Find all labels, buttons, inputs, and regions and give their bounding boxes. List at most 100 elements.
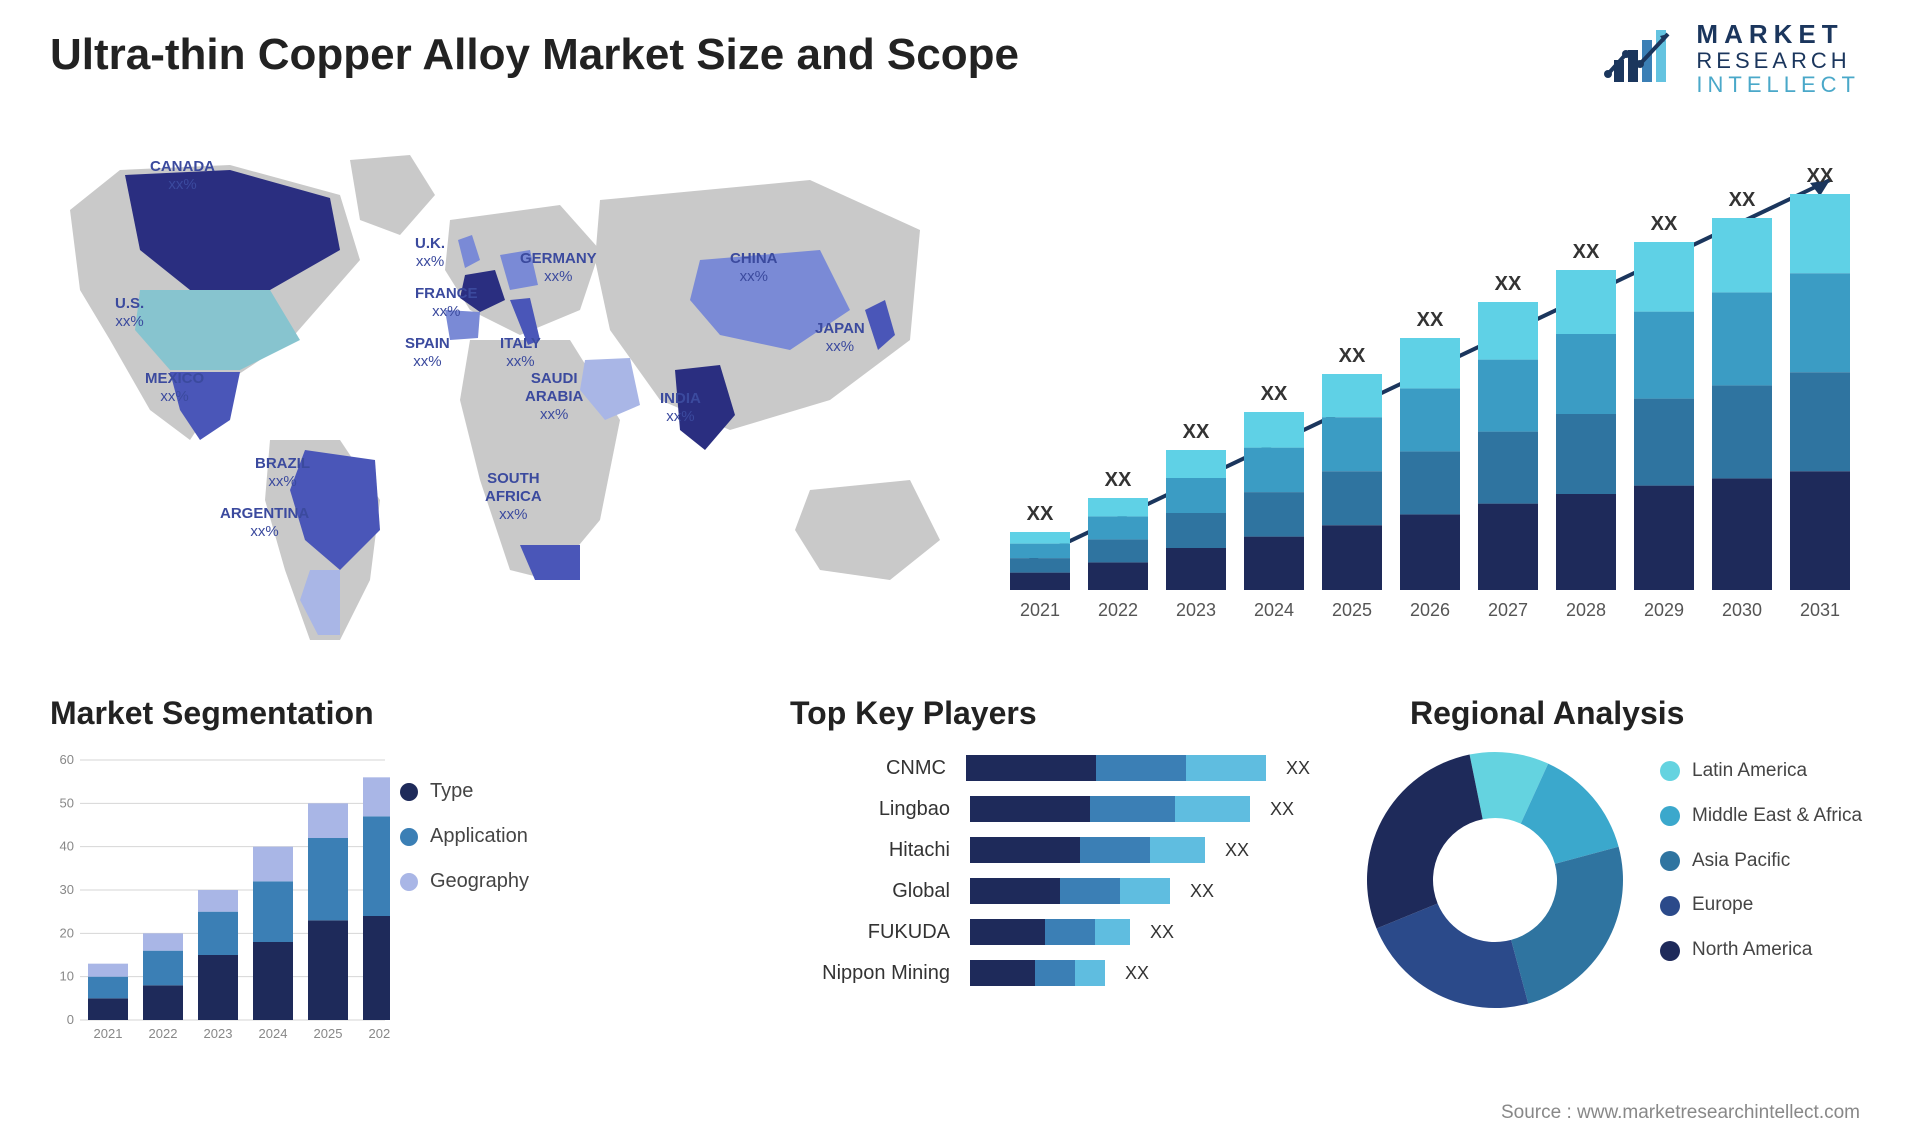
player-row-hitachi: HitachiXX bbox=[790, 837, 1310, 863]
player-name: Nippon Mining bbox=[790, 962, 960, 985]
svg-text:XX: XX bbox=[1417, 309, 1444, 331]
svg-text:60: 60 bbox=[60, 752, 74, 767]
map-label-southafrica: SOUTHAFRICAxx% bbox=[485, 470, 542, 524]
regional-heading: Regional Analysis bbox=[1410, 695, 1684, 732]
legend-label: Type bbox=[430, 780, 473, 803]
segmentation-heading: Market Segmentation bbox=[50, 695, 374, 732]
player-bar-segment bbox=[1035, 960, 1075, 986]
player-bar-segment bbox=[970, 837, 1080, 863]
svg-text:XX: XX bbox=[1027, 503, 1054, 525]
svg-text:XX: XX bbox=[1495, 273, 1522, 295]
key-players-heading: Top Key Players bbox=[790, 695, 1037, 732]
growth-chart: XX2021XX2022XX2023XX2024XX2025XX2026XX20… bbox=[1000, 150, 1860, 640]
svg-text:XX: XX bbox=[1261, 383, 1288, 405]
legend-label: Application bbox=[430, 825, 528, 848]
svg-text:40: 40 bbox=[60, 839, 74, 854]
svg-text:2023: 2023 bbox=[1176, 600, 1216, 620]
map-label-canada: CANADAxx% bbox=[150, 158, 215, 194]
map-label-mexico: MEXICOxx% bbox=[145, 370, 204, 406]
player-bar-segment bbox=[1075, 960, 1105, 986]
map-label-germany: GERMANYxx% bbox=[520, 250, 597, 286]
segmentation-chart-svg: 0102030405060202120222023202420252026 bbox=[50, 750, 390, 1050]
region-legend-europe: Europe bbox=[1660, 894, 1862, 917]
region-legend-middle-east-africa: Middle East & Africa bbox=[1660, 805, 1862, 828]
svg-text:XX: XX bbox=[1651, 213, 1678, 235]
legend-dot-icon bbox=[400, 828, 418, 846]
map-label-brazil: BRAZILxx% bbox=[255, 455, 310, 491]
svg-text:2021: 2021 bbox=[1020, 600, 1060, 620]
svg-text:2029: 2029 bbox=[1644, 600, 1684, 620]
region-legend-latin-america: Latin America bbox=[1660, 760, 1862, 783]
player-row-nippon-mining: Nippon Mining XX bbox=[790, 960, 1310, 986]
legend-dot-icon bbox=[1660, 896, 1680, 916]
region-legend-asia-pacific: Asia Pacific bbox=[1660, 850, 1862, 873]
logo-text-2: RESEARCH bbox=[1696, 49, 1860, 73]
svg-text:XX: XX bbox=[1573, 241, 1600, 263]
seg-legend-type: Type bbox=[400, 780, 529, 803]
player-bar bbox=[970, 919, 1130, 945]
player-value: XX bbox=[1150, 922, 1174, 943]
map-label-japan: JAPANxx% bbox=[815, 320, 865, 356]
player-value: XX bbox=[1190, 881, 1214, 902]
player-value: XX bbox=[1125, 963, 1149, 984]
svg-text:10: 10 bbox=[60, 969, 74, 984]
legend-dot-icon bbox=[1660, 941, 1680, 961]
player-bar-segment bbox=[1090, 796, 1175, 822]
svg-text:2024: 2024 bbox=[259, 1026, 288, 1041]
logo-icon bbox=[1602, 26, 1682, 90]
player-row-fukuda: FUKUDA XX bbox=[790, 919, 1310, 945]
player-bar-segment bbox=[1096, 755, 1186, 781]
player-name: CNMC bbox=[790, 757, 956, 780]
svg-text:0: 0 bbox=[67, 1012, 74, 1027]
svg-text:XX: XX bbox=[1105, 469, 1132, 491]
map-label-india: INDIAxx% bbox=[660, 390, 701, 426]
svg-text:2031: 2031 bbox=[1800, 600, 1840, 620]
player-row-global: Global XX bbox=[790, 878, 1310, 904]
segmentation-legend: Type Application Geography bbox=[400, 780, 529, 893]
source-attribution: Source : www.marketresearchintellect.com bbox=[1501, 1102, 1860, 1124]
map-label-spain: SPAINxx% bbox=[405, 335, 450, 371]
map-label-argentina: ARGENTINAxx% bbox=[220, 505, 309, 541]
regional-donut-svg bbox=[1360, 745, 1630, 1015]
seg-legend-application: Application bbox=[400, 825, 529, 848]
svg-text:30: 30 bbox=[60, 882, 74, 897]
svg-text:20: 20 bbox=[60, 925, 74, 940]
legend-label: Asia Pacific bbox=[1692, 850, 1790, 873]
player-name: FUKUDA bbox=[790, 921, 960, 944]
player-name: Hitachi bbox=[790, 839, 960, 862]
player-bar-segment bbox=[1060, 878, 1120, 904]
player-bar bbox=[970, 960, 1105, 986]
seg-legend-geography: Geography bbox=[400, 870, 529, 893]
player-row-lingbao: LingbaoXX bbox=[790, 796, 1310, 822]
svg-text:2026: 2026 bbox=[369, 1026, 390, 1041]
region-legend-north-america: North America bbox=[1660, 939, 1862, 962]
player-bar-segment bbox=[970, 960, 1035, 986]
player-name: Lingbao bbox=[790, 798, 960, 821]
svg-text:XX: XX bbox=[1183, 421, 1210, 443]
svg-text:2028: 2028 bbox=[1566, 600, 1606, 620]
player-bar-segment bbox=[970, 919, 1045, 945]
player-value: XX bbox=[1286, 758, 1310, 779]
svg-text:XX: XX bbox=[1807, 165, 1834, 187]
player-bar-segment bbox=[1120, 878, 1170, 904]
player-bar-segment bbox=[966, 755, 1096, 781]
map-label-france: FRANCExx% bbox=[415, 285, 478, 321]
legend-dot-icon bbox=[1660, 761, 1680, 781]
map-label-china: CHINAxx% bbox=[730, 250, 778, 286]
svg-text:2021: 2021 bbox=[94, 1026, 123, 1041]
player-bar-segment bbox=[970, 878, 1060, 904]
player-name: Global bbox=[790, 880, 960, 903]
map-label-saudiarabia: SAUDIARABIAxx% bbox=[525, 370, 583, 424]
player-bar bbox=[966, 755, 1266, 781]
legend-dot-icon bbox=[400, 873, 418, 891]
page-title: Ultra-thin Copper Alloy Market Size and … bbox=[50, 30, 1019, 80]
map-label-italy: ITALYxx% bbox=[500, 335, 541, 371]
svg-text:XX: XX bbox=[1339, 345, 1366, 367]
legend-label: Middle East & Africa bbox=[1692, 805, 1862, 828]
player-bar-segment bbox=[1045, 919, 1095, 945]
svg-text:2027: 2027 bbox=[1488, 600, 1528, 620]
player-bar bbox=[970, 796, 1250, 822]
svg-text:2022: 2022 bbox=[149, 1026, 178, 1041]
legend-dot-icon bbox=[1660, 806, 1680, 826]
svg-text:2025: 2025 bbox=[314, 1026, 343, 1041]
